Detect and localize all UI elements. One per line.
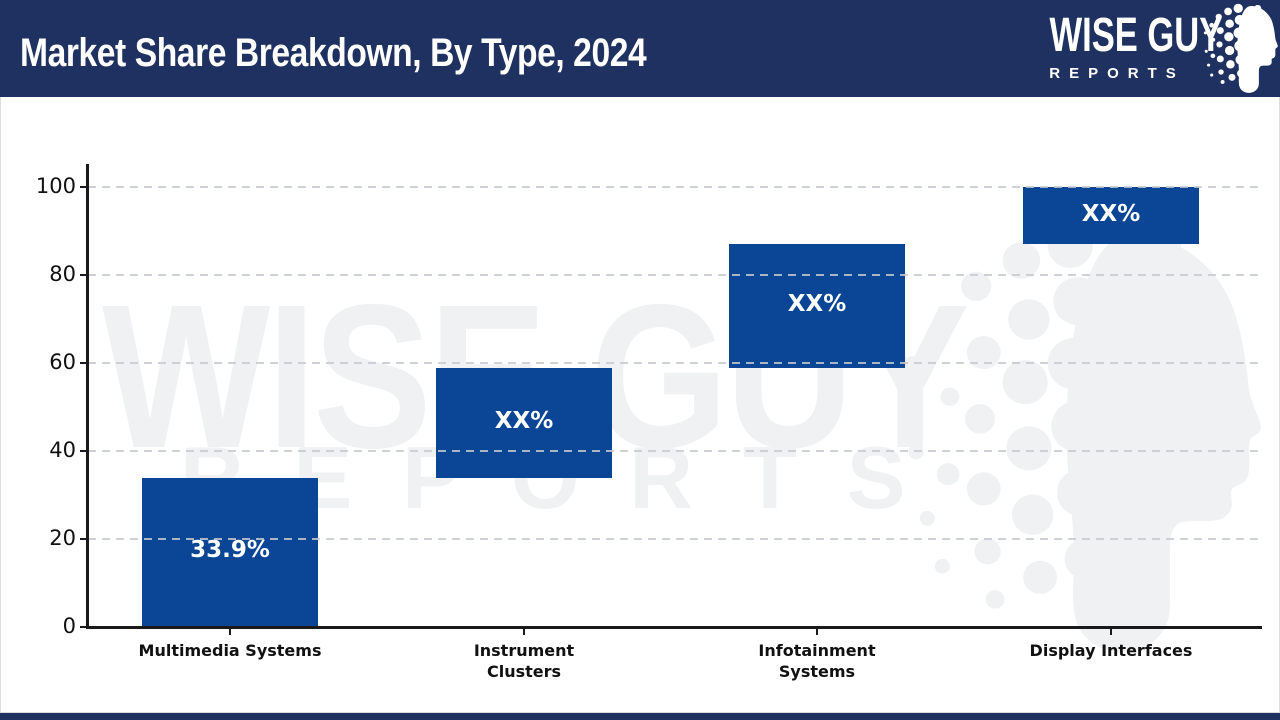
- gridline: [88, 186, 1262, 188]
- y-tick-mark: [80, 450, 86, 452]
- y-tick-mark: [80, 274, 86, 276]
- y-tick-mark: [80, 186, 86, 188]
- bar-segment: 33.9%: [142, 477, 318, 627]
- x-tick-mark: [816, 629, 818, 635]
- y-tick-label: 60: [49, 350, 76, 374]
- x-tick-mark: [1110, 629, 1112, 635]
- plot-area: WISE GUY REPORTS 33.9%XX%XX%XX%020406080…: [0, 97, 1280, 713]
- x-tick-mark: [523, 629, 525, 635]
- bar-value-label: XX%: [494, 407, 554, 434]
- bar-value-label: XX%: [787, 291, 847, 317]
- y-tick-label: 80: [49, 262, 76, 286]
- y-tick-mark: [80, 626, 86, 628]
- y-tick-label: 20: [49, 526, 76, 550]
- category-label: Multimedia Systems: [138, 641, 322, 660]
- bar-segment: XX%: [1023, 187, 1199, 245]
- brand-name: WISE GUY: [1049, 9, 1223, 62]
- header-bar: Market Share Breakdown, By Type, 2024 WI…: [0, 0, 1280, 97]
- footer-bar: [0, 713, 1280, 720]
- bar-value-label: 33.9%: [190, 537, 270, 564]
- y-tick-label: 40: [49, 438, 76, 462]
- category-label: Display Interfaces: [1029, 641, 1193, 660]
- gridline: [88, 274, 1262, 276]
- gridline: [88, 450, 1262, 452]
- y-tick-label: 0: [62, 614, 76, 638]
- gridline: [88, 538, 1262, 540]
- chart-title: Market Share Breakdown, By Type, 2024: [20, 31, 647, 75]
- category-label: Instrument Clusters: [473, 641, 575, 681]
- bar-value-label: XX%: [1081, 200, 1141, 227]
- x-tick-mark: [229, 629, 231, 635]
- y-tick-mark: [80, 538, 86, 540]
- y-axis-spine: [86, 164, 89, 629]
- brand-subname: REPORTS: [1049, 65, 1185, 82]
- x-axis-line: [88, 626, 1262, 629]
- bar-segment: XX%: [729, 244, 905, 368]
- bar-segment: XX%: [436, 367, 612, 478]
- y-tick-mark: [80, 362, 86, 364]
- brand-logo: WISE GUY REPORTS: [1025, 9, 1223, 82]
- gridline: [88, 362, 1262, 364]
- category-label: Infotainment Systems: [758, 641, 876, 681]
- dotted-head-logo-icon: [1203, 3, 1278, 93]
- y-tick-label: 100: [35, 174, 76, 198]
- watermark-head-icon: [904, 223, 1261, 652]
